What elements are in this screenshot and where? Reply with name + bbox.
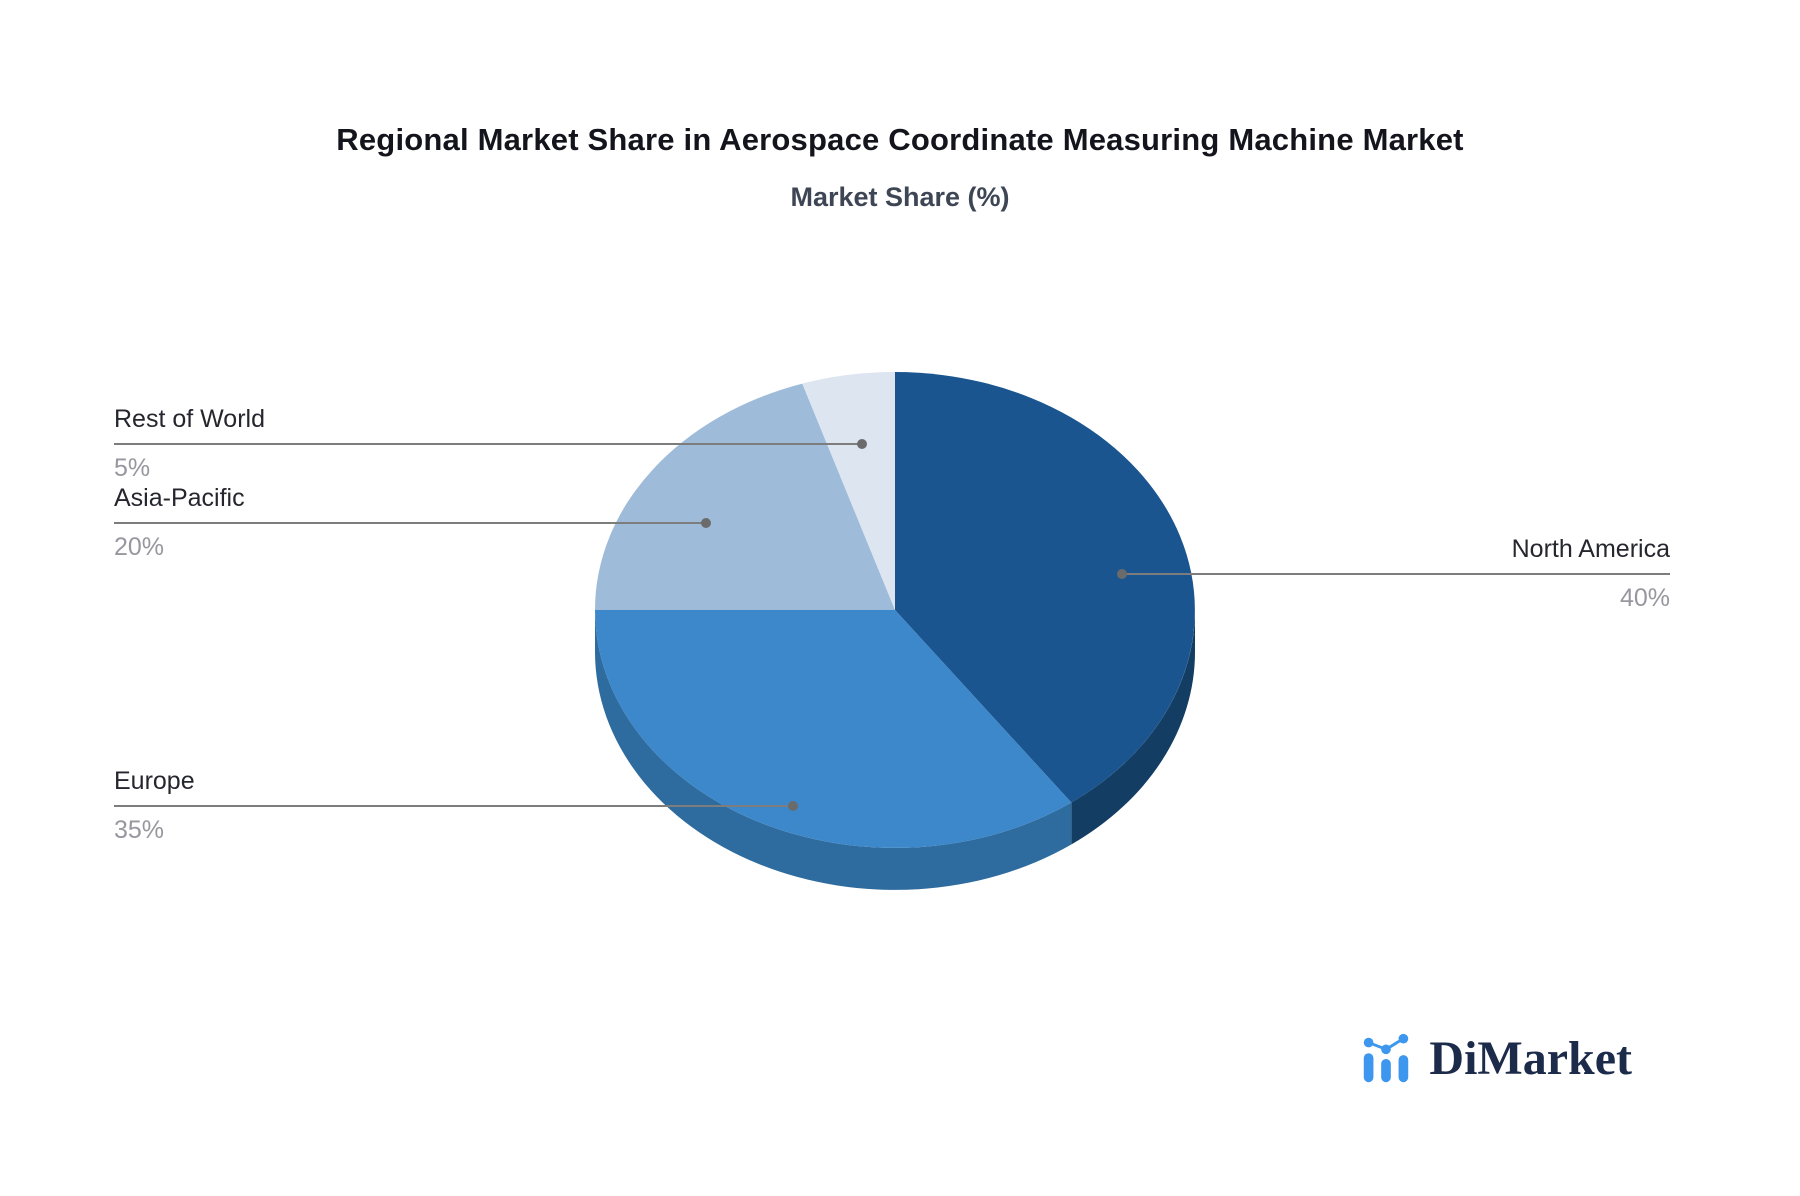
- chart-subtitle: Market Share (%): [790, 182, 1010, 212]
- page-title: Regional Market Share in Aerospace Coord…: [336, 122, 1464, 157]
- slice-label: North America: [1122, 534, 1670, 575]
- slice-value: 20%: [114, 533, 165, 561]
- slice-label: Asia-Pacific: [114, 483, 706, 524]
- callout-north-america: North America 40%: [1117, 534, 1670, 613]
- leader-dot: [701, 518, 711, 528]
- pie-slice: [595, 383, 895, 610]
- pie-slice-side: [1071, 610, 1195, 845]
- slice-label: Europe: [114, 766, 793, 807]
- slice-label: Rest of World: [114, 404, 862, 445]
- pie-slice: [895, 372, 1195, 803]
- pie-slice-side: [595, 610, 1072, 890]
- callout-rest-of-world: Rest of World 5%: [114, 404, 867, 483]
- pie-slice: [802, 371, 895, 610]
- slice-value: 40%: [1619, 584, 1670, 612]
- slice-value: 5%: [114, 454, 151, 482]
- leader-dot: [857, 439, 867, 449]
- leader-dot: [788, 801, 798, 811]
- leader-dot: [1117, 569, 1127, 579]
- pie-slice: [595, 610, 1072, 848]
- callout-europe: Europe 35%: [114, 766, 798, 845]
- slice-value: 35%: [114, 816, 165, 844]
- brand-logo: DiMarket: [1357, 1030, 1632, 1088]
- callout-asia-pacific: Asia-Pacific 20%: [114, 483, 711, 562]
- brand-logo-text: DiMarket: [1429, 1032, 1632, 1085]
- bar-chart-trend-icon: [1364, 1033, 1409, 1083]
